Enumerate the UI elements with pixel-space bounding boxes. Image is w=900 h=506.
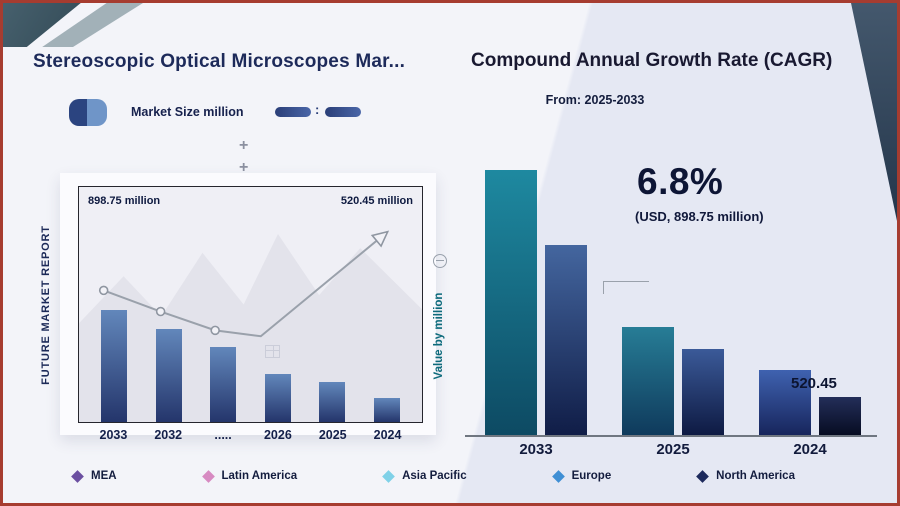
bar-group-2033 [471,170,601,435]
right-year-labels: 2033 2025 2024 [471,441,875,458]
annotation-start-value: 898.75 million [88,195,161,207]
legend-item-mea: MEA [71,469,117,483]
legend-item-asia-pacific: Asia Pacific [382,469,467,483]
right-y-axis-label: Value by million [433,292,445,380]
grid-watermark-icon [265,345,280,358]
bar-2025 [319,382,346,422]
step-line-decor [603,281,649,294]
year-label-2025: 2025 [656,441,690,458]
footer-legend: MEA Latin America Asia Pacific Europe North … [71,465,795,487]
market-size-legend-label: Market Size million [131,105,244,119]
market-size-icon [69,99,107,126]
left-chart-title: Stereoscopic Optical Microscopes Mar... [33,51,406,72]
legend-item-europe: Europe [551,469,612,483]
diamond-icon [71,469,84,483]
legend-item-north-america: North America [696,469,795,483]
year-label-2024: 2024 [793,441,827,458]
x-axis-label-2024: 2024 [373,428,402,442]
diamond-icon [551,469,565,483]
pill-separator: : [315,102,320,117]
toggle-pill-right [325,107,361,117]
annotation-end-value: 520.45 million [340,195,413,207]
bar-..... [210,347,237,422]
bar [819,397,861,435]
left-x-labels: 2033 2032..... 2026 2025 2024 [78,428,423,442]
right-chart-title: Compound Annual Growth Rate (CAGR) [471,50,833,71]
legend-label: Europe [571,470,612,482]
cagr-note: (USD, 898.75 million) [635,209,764,224]
left-bars [79,187,422,422]
x-axis-label-.....: ..... [214,428,232,442]
bar-group-2024 [745,370,875,435]
legend-label: North America [716,470,795,482]
bar-2033 [101,310,128,422]
x-axis-label-2026: 2026 [263,428,292,442]
bar-group-2025 [608,327,738,435]
legend-label: Asia Pacific [402,470,467,482]
bar [622,327,674,435]
x-axis-label-2025: 2025 [318,428,347,442]
trend-arrow [98,230,390,338]
diamond-icon [696,469,710,483]
plus-mark-icon: + [239,159,249,176]
bar [682,349,724,435]
diamond-icon [201,469,215,483]
bar-2032 [155,329,182,422]
bar-2024 [373,398,400,422]
legend-label: MEA [91,470,117,482]
x-axis-label-2032: 2032 [154,428,183,442]
value-callout-2024: 520.45 [791,375,837,392]
diamond-icon [382,469,395,483]
right-chart-subtitle: From: 2025-2033 [545,93,645,107]
legend-item-latin-america: Latin America [201,469,298,483]
toggle-pill-left [275,107,311,117]
legend-label: Latin America [221,470,298,482]
left-plot-area: 898.75 million 520.45 million [78,186,423,423]
bar [545,245,587,435]
plus-mark-icon: + [239,137,249,154]
x-axis-baseline [465,435,877,437]
year-label-2033: 2033 [519,441,553,458]
x-axis-label-2033: 2033 [99,428,128,442]
left-y-axis-label: FUTURE MARKET REPORT [40,225,52,385]
bar [485,170,537,435]
circle-minus-icon [433,254,447,268]
right-bars [471,170,875,435]
cagr-value: 6.8% [637,161,724,202]
bar-2026 [264,374,291,422]
bar [759,370,811,435]
